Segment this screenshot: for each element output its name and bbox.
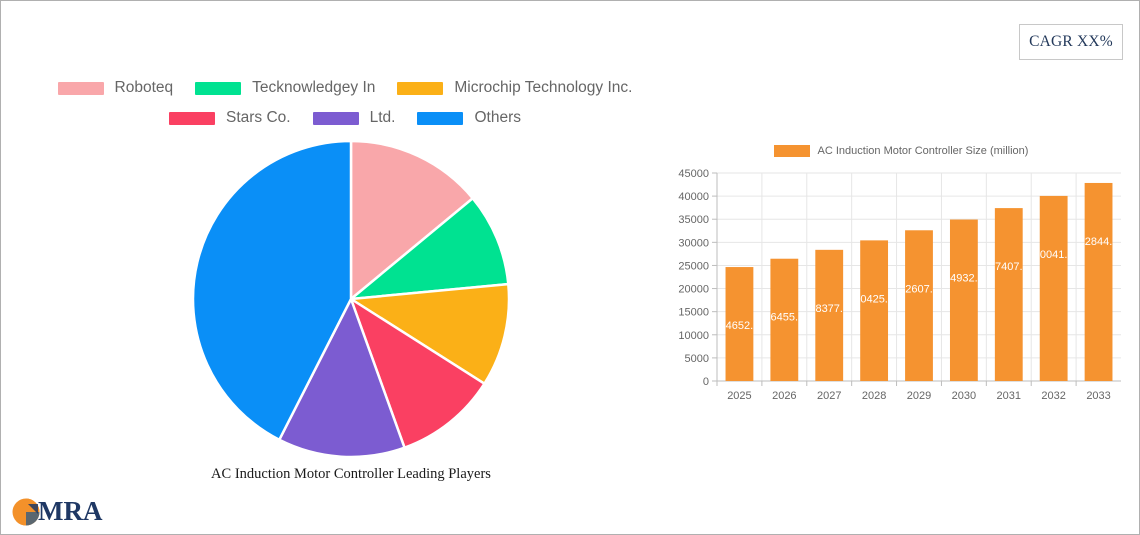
pie-slice[interactable] bbox=[347, 196, 510, 301]
x-axis-tick-label: 2028 bbox=[862, 390, 886, 402]
bar[interactable] bbox=[725, 267, 754, 381]
bar-value-label: 40041.6 bbox=[1034, 249, 1074, 261]
cagr-badge: CAGR XX% bbox=[1019, 24, 1123, 60]
pie-legend-label: Others bbox=[474, 109, 521, 126]
legend-swatch-icon bbox=[397, 81, 444, 95]
y-axis-tick-label: 25000 bbox=[678, 260, 709, 272]
bar[interactable] bbox=[1039, 195, 1068, 381]
y-axis-tick-label: 30000 bbox=[678, 237, 709, 249]
logo-pie-mark-icon bbox=[12, 498, 40, 525]
pie-chart bbox=[191, 139, 511, 459]
bar-group[interactable]: 40041.6 bbox=[1034, 195, 1074, 381]
y-axis-tick-label: 0 bbox=[703, 376, 709, 388]
bar-group[interactable]: 42844.5 bbox=[1079, 182, 1119, 381]
bar-group[interactable]: 30425.8 bbox=[854, 240, 894, 381]
pie-legend-label: Ltd. bbox=[369, 109, 396, 126]
legend-swatch-icon bbox=[169, 111, 215, 125]
logo-text: MRA bbox=[38, 496, 103, 526]
x-axis-tick-label: 2033 bbox=[1086, 390, 1110, 402]
x-axis-tick-label: 2032 bbox=[1041, 390, 1065, 402]
pie-legend-item-roboteq[interactable]: Roboteq bbox=[57, 79, 174, 97]
legend-swatch-icon bbox=[57, 81, 104, 95]
bar-group[interactable]: 32607.5 bbox=[899, 230, 939, 381]
bar-value-label: 42844.5 bbox=[1079, 236, 1119, 248]
bar-chart-svg: 0 5000 10000 15000 20000 25000 30000 35000 40000… bbox=[678, 168, 1121, 402]
pie-legend-row-2: Stars Co. Ltd. Others bbox=[15, 103, 675, 133]
pie-legend-label: Tecknowledgey In bbox=[252, 79, 376, 96]
x-axis-tick-label: 2026 bbox=[772, 390, 796, 402]
y-axis-tick-label: 35000 bbox=[678, 214, 709, 226]
bar[interactable] bbox=[860, 240, 889, 381]
x-axis-tick-label: 2031 bbox=[997, 390, 1021, 402]
pie-legend-item-ltd[interactable]: Ltd. bbox=[312, 109, 396, 127]
bar[interactable] bbox=[770, 258, 799, 381]
pie-slice[interactable] bbox=[349, 139, 475, 302]
legend-swatch-icon bbox=[417, 111, 464, 125]
y-axis-tick-label: 10000 bbox=[678, 330, 709, 342]
legend-swatch-icon bbox=[195, 81, 242, 95]
bar-chart-legend-label: AC Induction Motor Controller Size (mill… bbox=[817, 145, 1029, 157]
pie-legend-item-stars[interactable]: Stars Co. bbox=[169, 109, 291, 127]
pie-legend-row-1: Roboteq Tecknowledgey In Microchip Techn… bbox=[15, 73, 675, 103]
bar-value-label: 30425.8 bbox=[854, 293, 894, 305]
pie-legend-label: Roboteq bbox=[114, 79, 174, 96]
y-axis-tick-label: 45000 bbox=[678, 168, 709, 180]
pie-slice[interactable] bbox=[191, 139, 353, 442]
bar-chart-legend[interactable]: AC Induction Motor Controller Size (mill… bbox=[673, 145, 1129, 157]
bar-value-label: 24652.5 bbox=[720, 320, 760, 332]
bar-chart-plot: 0 5000 10000 15000 20000 25000 30000 35000 40000… bbox=[673, 163, 1129, 411]
y-axis-tick-label: 15000 bbox=[678, 307, 709, 319]
pie-legend-item-others[interactable]: Others bbox=[417, 109, 521, 127]
pie-legend-item-tecknowledgey[interactable]: Tecknowledgey In bbox=[195, 79, 375, 97]
pie-slice[interactable] bbox=[347, 282, 511, 386]
bar-value-label: 32607.5 bbox=[899, 283, 939, 295]
pie-legend-label: Microchip Technology Inc. bbox=[454, 79, 633, 96]
bar[interactable] bbox=[1084, 182, 1113, 381]
pie-legend-item-microchip[interactable]: Microchip Technology Inc. bbox=[397, 79, 632, 97]
bar-value-label: 28377.6 bbox=[809, 303, 849, 315]
pie-slice[interactable] bbox=[277, 295, 407, 459]
bar[interactable] bbox=[815, 249, 844, 381]
y-axis-tick-label: 40000 bbox=[678, 191, 709, 203]
pie-slice[interactable] bbox=[348, 295, 487, 450]
x-axis-tick-label: 2027 bbox=[817, 390, 841, 402]
bar-group[interactable]: 26455.1 bbox=[764, 258, 804, 381]
legend-swatch-icon bbox=[773, 145, 810, 157]
pie-legend: Roboteq Tecknowledgey In Microchip Techn… bbox=[15, 73, 675, 133]
y-axis-tick-label: 20000 bbox=[678, 284, 709, 296]
pie-chart-svg bbox=[191, 139, 511, 459]
cagr-badge-label: CAGR XX% bbox=[1029, 33, 1113, 50]
bar-group[interactable]: 37407.1 bbox=[989, 208, 1029, 381]
legend-swatch-icon bbox=[312, 111, 359, 125]
x-axis-tick-label: 2030 bbox=[952, 390, 976, 402]
logo: MRA bbox=[11, 496, 102, 527]
bar-value-label: 26455.1 bbox=[764, 312, 804, 324]
bar-value-label: 37407.1 bbox=[989, 261, 1029, 273]
bar-chart: AC Induction Motor Controller Size (mill… bbox=[673, 141, 1129, 411]
x-axis-tick-label: 2025 bbox=[727, 390, 751, 402]
bar[interactable] bbox=[949, 219, 978, 381]
bar-group[interactable]: 34932.2 bbox=[944, 219, 984, 381]
pie-chart-title: AC Induction Motor Controller Leading Pl… bbox=[211, 466, 491, 482]
bar-group[interactable]: 24652.5 bbox=[720, 267, 760, 381]
x-axis-tick-label: 2029 bbox=[907, 390, 931, 402]
bar-value-label: 34932.2 bbox=[944, 273, 984, 285]
pie-legend-label: Stars Co. bbox=[226, 109, 291, 126]
bar-group[interactable]: 28377.6 bbox=[809, 249, 849, 381]
y-axis-tick-label: 5000 bbox=[685, 353, 709, 365]
bar[interactable] bbox=[994, 208, 1023, 381]
bar[interactable] bbox=[905, 230, 933, 381]
